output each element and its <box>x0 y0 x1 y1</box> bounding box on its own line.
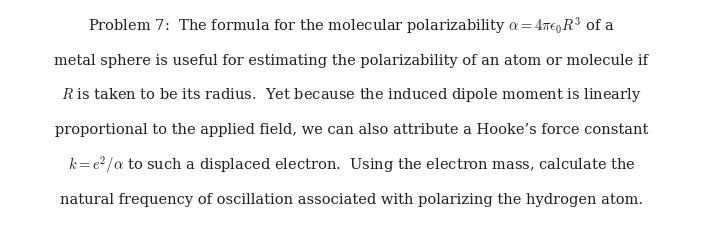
Text: Problem 7:  The formula for the molecular polarizability $\alpha = 4\pi\epsilon_: Problem 7: The formula for the molecular… <box>89 16 614 36</box>
Text: $R$ is taken to be its radius.  Yet because the induced dipole moment is linearl: $R$ is taken to be its radius. Yet becau… <box>61 87 642 104</box>
Text: natural frequency of oscillation associated with polarizing the hydrogen atom.: natural frequency of oscillation associa… <box>60 193 643 207</box>
Text: metal sphere is useful for estimating the polarizability of an atom or molecule : metal sphere is useful for estimating th… <box>55 54 648 68</box>
Text: $k = e^2/\alpha$ to such a displaced electron.  Using the electron mass, calcula: $k = e^2/\alpha$ to such a displaced ele… <box>67 154 636 176</box>
Text: proportional to the applied field, we can also attribute a Hooke’s force constan: proportional to the applied field, we ca… <box>55 123 648 137</box>
